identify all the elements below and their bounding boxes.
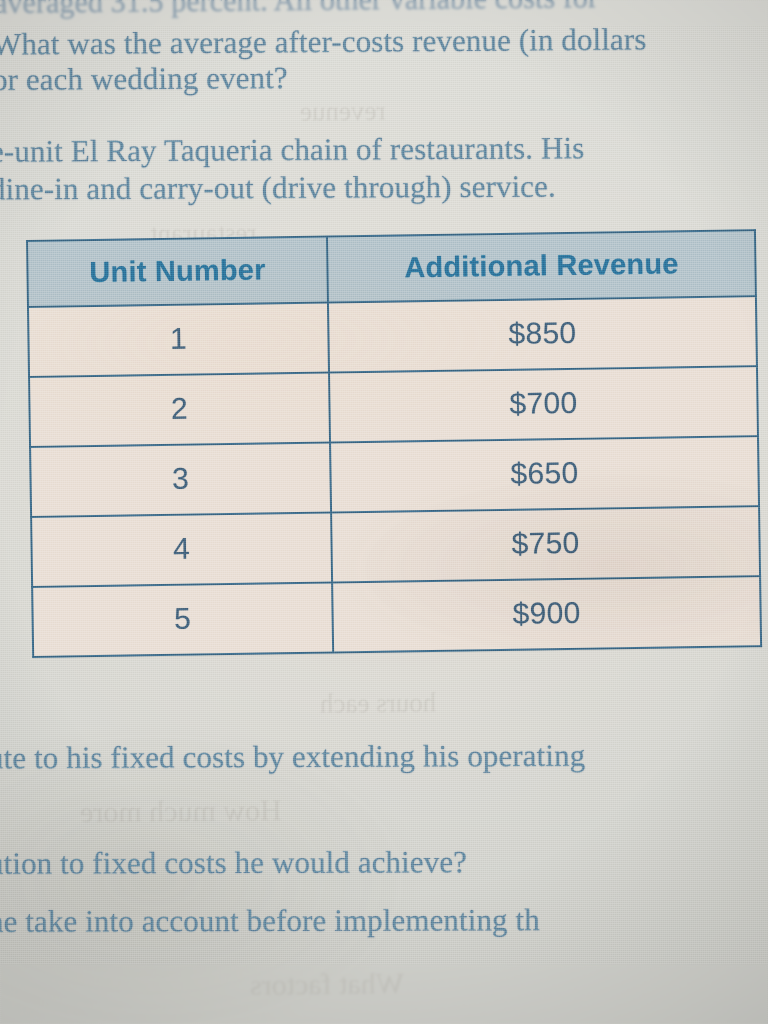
cell-additional-revenue: $900 (332, 576, 762, 653)
additional-revenue-table-wrapper: Unit Number Additional Revenue 1 $850 2 … (26, 229, 762, 658)
table-row: 3 $650 (30, 436, 760, 517)
column-header-unit-number: Unit Number (27, 236, 328, 307)
cell-unit-number: 3 (30, 442, 332, 517)
body-text-line-5: dine-in and carry-out (drive through) se… (0, 168, 556, 207)
table-row: 1 $850 (27, 296, 757, 377)
table-body: 1 $850 2 $700 3 $650 4 $750 5 $900 (27, 296, 762, 657)
column-header-additional-revenue: Additional Revenue (326, 230, 756, 303)
body-text-line-4: e-unit El Ray Taqueria chain of restaura… (0, 130, 585, 169)
body-text-line-8: ne take into account before implementing… (0, 902, 540, 939)
table-row: 4 $750 (31, 506, 761, 587)
cell-unit-number: 5 (32, 582, 334, 657)
cell-additional-revenue: $850 (327, 296, 757, 373)
table-header-row: Unit Number Additional Revenue (27, 230, 756, 307)
cell-additional-revenue: $650 (330, 436, 760, 513)
table-head: Unit Number Additional Revenue (27, 230, 756, 307)
table-row: 5 $900 (32, 576, 762, 657)
cell-additional-revenue: $700 (328, 366, 758, 443)
additional-revenue-table: Unit Number Additional Revenue 1 $850 2 … (26, 229, 762, 658)
table-row: 2 $700 (29, 366, 758, 447)
cell-unit-number: 1 (27, 302, 329, 377)
body-text-line-2: What was the average after-costs revenue… (0, 21, 647, 62)
body-text-line-3: or each wedding event? (0, 59, 288, 98)
cell-additional-revenue: $750 (331, 506, 761, 583)
body-text-line-7: ution to fixed costs he would achieve? (0, 844, 468, 881)
body-text-line-6: ute to his fixed costs by extending his … (0, 737, 586, 776)
cell-unit-number: 2 (29, 372, 331, 447)
cell-unit-number: 4 (31, 512, 333, 587)
